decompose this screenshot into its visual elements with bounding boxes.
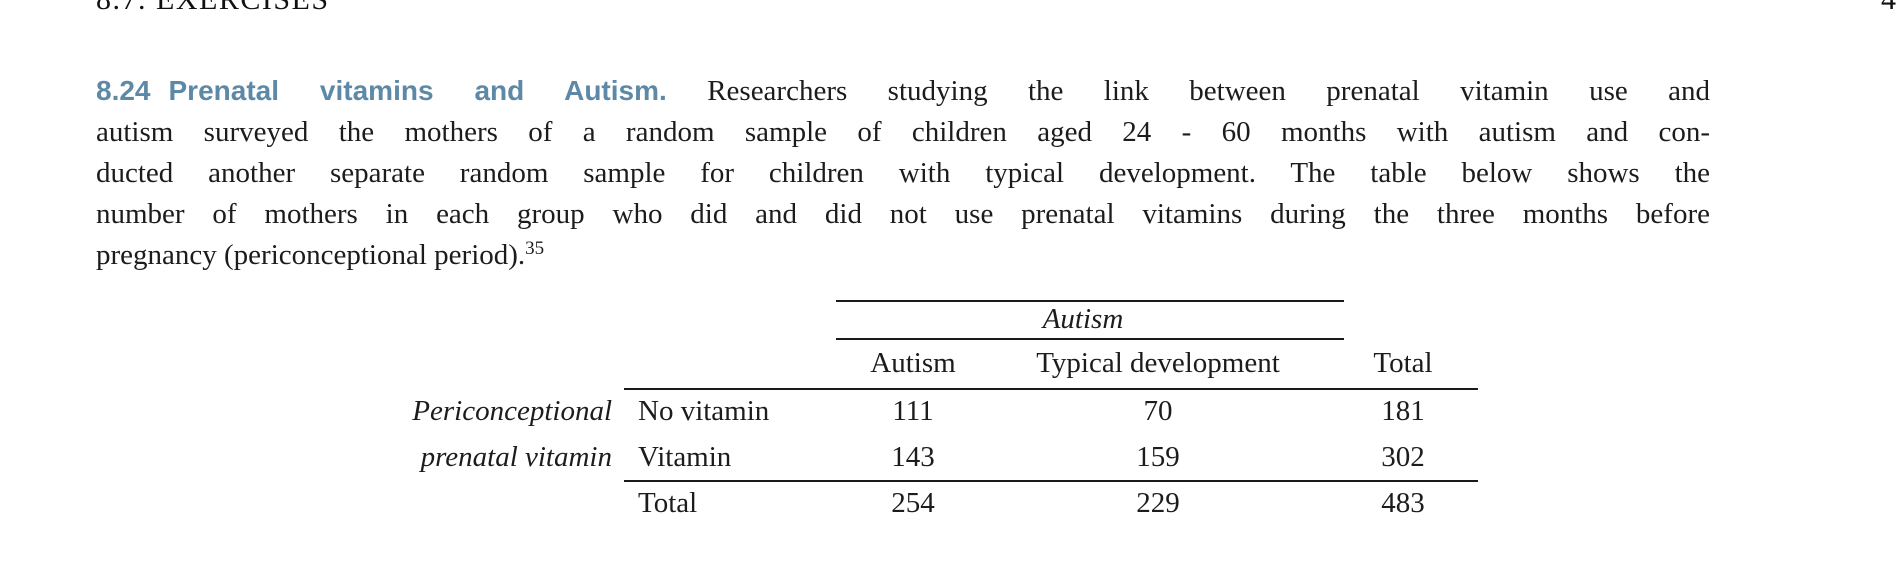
table-cell-vitamin-autism: 143 xyxy=(891,440,935,473)
table-cell-total-autism: 254 xyxy=(891,486,935,519)
exercise-text: autism surveyed the mothers of a random … xyxy=(96,116,1710,148)
table-cell-empty xyxy=(358,300,638,338)
exercise-text-line-1: 8.24 Prenatal vitamins and Autism. Resear… xyxy=(96,70,1710,112)
table-row-header-no-vitamin: No vitamin xyxy=(638,394,770,427)
table-row-header-total: Total xyxy=(638,486,698,519)
table-cell-vitamin-typical: 159 xyxy=(1136,440,1180,473)
table-cell-empty xyxy=(638,300,838,338)
exercise-text: ducted another separate random sample fo… xyxy=(96,157,1710,189)
exercise-text: number of mothers in each group who did … xyxy=(96,198,1710,230)
table-cell-empty xyxy=(1328,300,1478,338)
exercise-number: 8.24 xyxy=(96,75,151,106)
exercise-paragraph: 8.24 Prenatal vitamins and Autism. Resear… xyxy=(96,70,1710,276)
exercise-text-line-3: ducted another separate random sample fo… xyxy=(96,153,1710,194)
running-header-section: 8.7. EXERCISES xyxy=(96,0,330,17)
table-cell-total-typical: 229 xyxy=(1136,486,1180,519)
exercise-text-line-5: pregnancy (periconceptional period).35 xyxy=(96,235,1710,276)
contingency-table: Autism Autism Typical development Total … xyxy=(358,300,1478,526)
exercise-text: Researchers studying the link between pr… xyxy=(707,75,1710,107)
table-rule-above-total-row xyxy=(624,480,1478,482)
table-cell-empty xyxy=(358,338,638,388)
table-col-header-total: Total xyxy=(1373,346,1433,379)
footnote-reference: 35 xyxy=(525,238,545,259)
table-cell-vitamin-total: 302 xyxy=(1381,440,1425,473)
table-cell-no-vitamin-total: 181 xyxy=(1381,394,1425,427)
exercise-text-line-4: number of mothers in each group who did … xyxy=(96,194,1710,235)
table-rule-above-group-header xyxy=(836,300,1344,302)
table-cell-no-vitamin-typical: 70 xyxy=(1143,394,1173,427)
table-row-header-vitamin: Vitamin xyxy=(638,440,732,473)
table-cell-empty xyxy=(358,480,638,526)
table-rule-below-column-headers xyxy=(624,388,1478,390)
table-grid: Autism Autism Typical development Total … xyxy=(358,300,1478,526)
table-col-header-typical-development: Typical development xyxy=(1036,346,1280,379)
table-group-header-autism: Autism xyxy=(1042,302,1124,335)
exercise-title: Prenatal vitamins and Autism. xyxy=(168,75,667,106)
table-rule-below-group-header xyxy=(836,338,1344,340)
table-row-group-label-line-2: prenatal vitamin xyxy=(420,440,612,473)
table-row-group-label-line-1: Periconceptional xyxy=(412,394,612,427)
table-cell-no-vitamin-autism: 111 xyxy=(892,394,934,427)
table-col-header-autism: Autism xyxy=(870,346,956,379)
table-cell-total-total: 483 xyxy=(1381,486,1425,519)
exercise-text: pregnancy (periconceptional period). xyxy=(96,239,526,271)
table-cell-empty xyxy=(638,338,838,388)
exercise-text-line-2: autism surveyed the mothers of a random … xyxy=(96,112,1710,153)
page-number-fragment: 4 xyxy=(1881,0,1896,17)
